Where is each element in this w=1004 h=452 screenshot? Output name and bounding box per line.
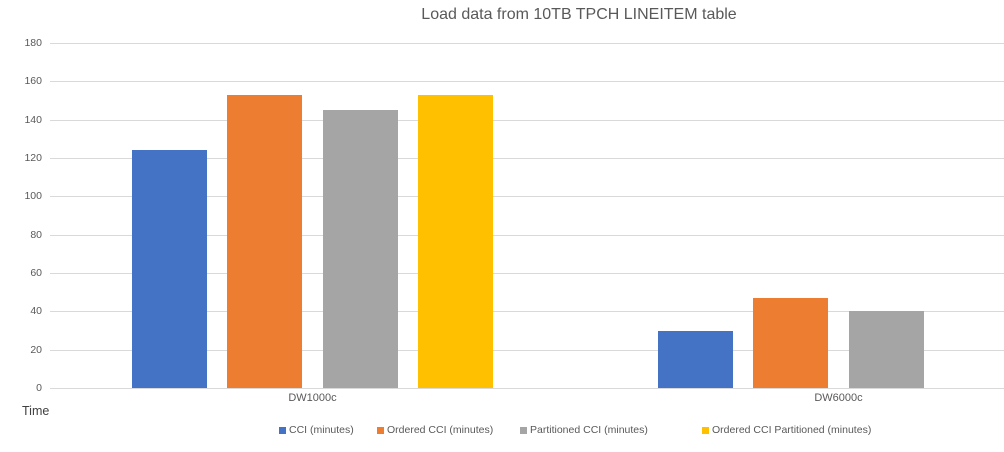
x-axis-category-label: DW6000c <box>814 392 863 404</box>
y-axis-tick-label: 160 <box>24 75 42 88</box>
bar-DW6000c-series-2 <box>848 311 924 388</box>
gridline <box>50 196 1004 198</box>
y-axis-tick-label: 40 <box>30 305 42 318</box>
legend-item-0: CCI (minutes) <box>279 424 354 436</box>
gridline <box>50 273 1004 274</box>
bar-DW1000c-series-3 <box>417 94 493 388</box>
x-axis-category-label: DW1000c <box>288 392 337 404</box>
y-axis-tick-label: 140 <box>24 113 42 126</box>
bar-DW6000c-series-0 <box>658 330 734 388</box>
legend-item-2: Partitioned CCI (minutes) <box>520 424 648 436</box>
y-axis-tick-label: 20 <box>30 343 42 356</box>
bar-DW1000c-series-2 <box>322 110 398 388</box>
bar-DW1000c-series-0 <box>132 150 208 388</box>
gridline <box>50 43 1004 44</box>
legend-swatch-icon <box>377 426 384 434</box>
gridline <box>50 158 1004 159</box>
bar-DW6000c-series-1 <box>753 297 829 388</box>
y-axis-tick-label: 180 <box>24 37 42 49</box>
legend-item-3: Ordered CCI Partitioned (minutes) <box>702 424 871 436</box>
legend-swatch-icon <box>279 426 286 434</box>
legend-swatch-icon <box>702 426 709 434</box>
gridline <box>50 349 1004 351</box>
gridline <box>50 234 1004 236</box>
y-axis-tick-label: 60 <box>30 267 42 279</box>
legend-item-1: Ordered CCI (minutes) <box>377 424 493 436</box>
legend-label: Ordered CCI Partitioned (minutes) <box>712 424 872 436</box>
y-axis-tick-label: 120 <box>24 152 42 164</box>
y-axis-tick-label: 100 <box>24 190 42 203</box>
gridline <box>50 388 1004 389</box>
legend-label: Partitioned CCI (minutes) <box>530 424 648 436</box>
legend-label: Ordered CCI (minutes) <box>387 424 494 436</box>
legend-swatch-icon <box>520 426 527 434</box>
gridline <box>50 119 1004 121</box>
y-axis-title: Time <box>22 404 50 418</box>
y-axis-tick-label: 80 <box>30 228 42 241</box>
bar-DW1000c-series-1 <box>227 94 303 388</box>
legend-label: CCI (minutes) <box>289 424 354 436</box>
y-axis-tick-label: 0 <box>36 382 42 394</box>
gridline <box>50 311 1004 313</box>
chart-title: Load data from 10TB TPCH LINEITEM table <box>421 6 737 23</box>
gridline <box>50 81 1004 83</box>
